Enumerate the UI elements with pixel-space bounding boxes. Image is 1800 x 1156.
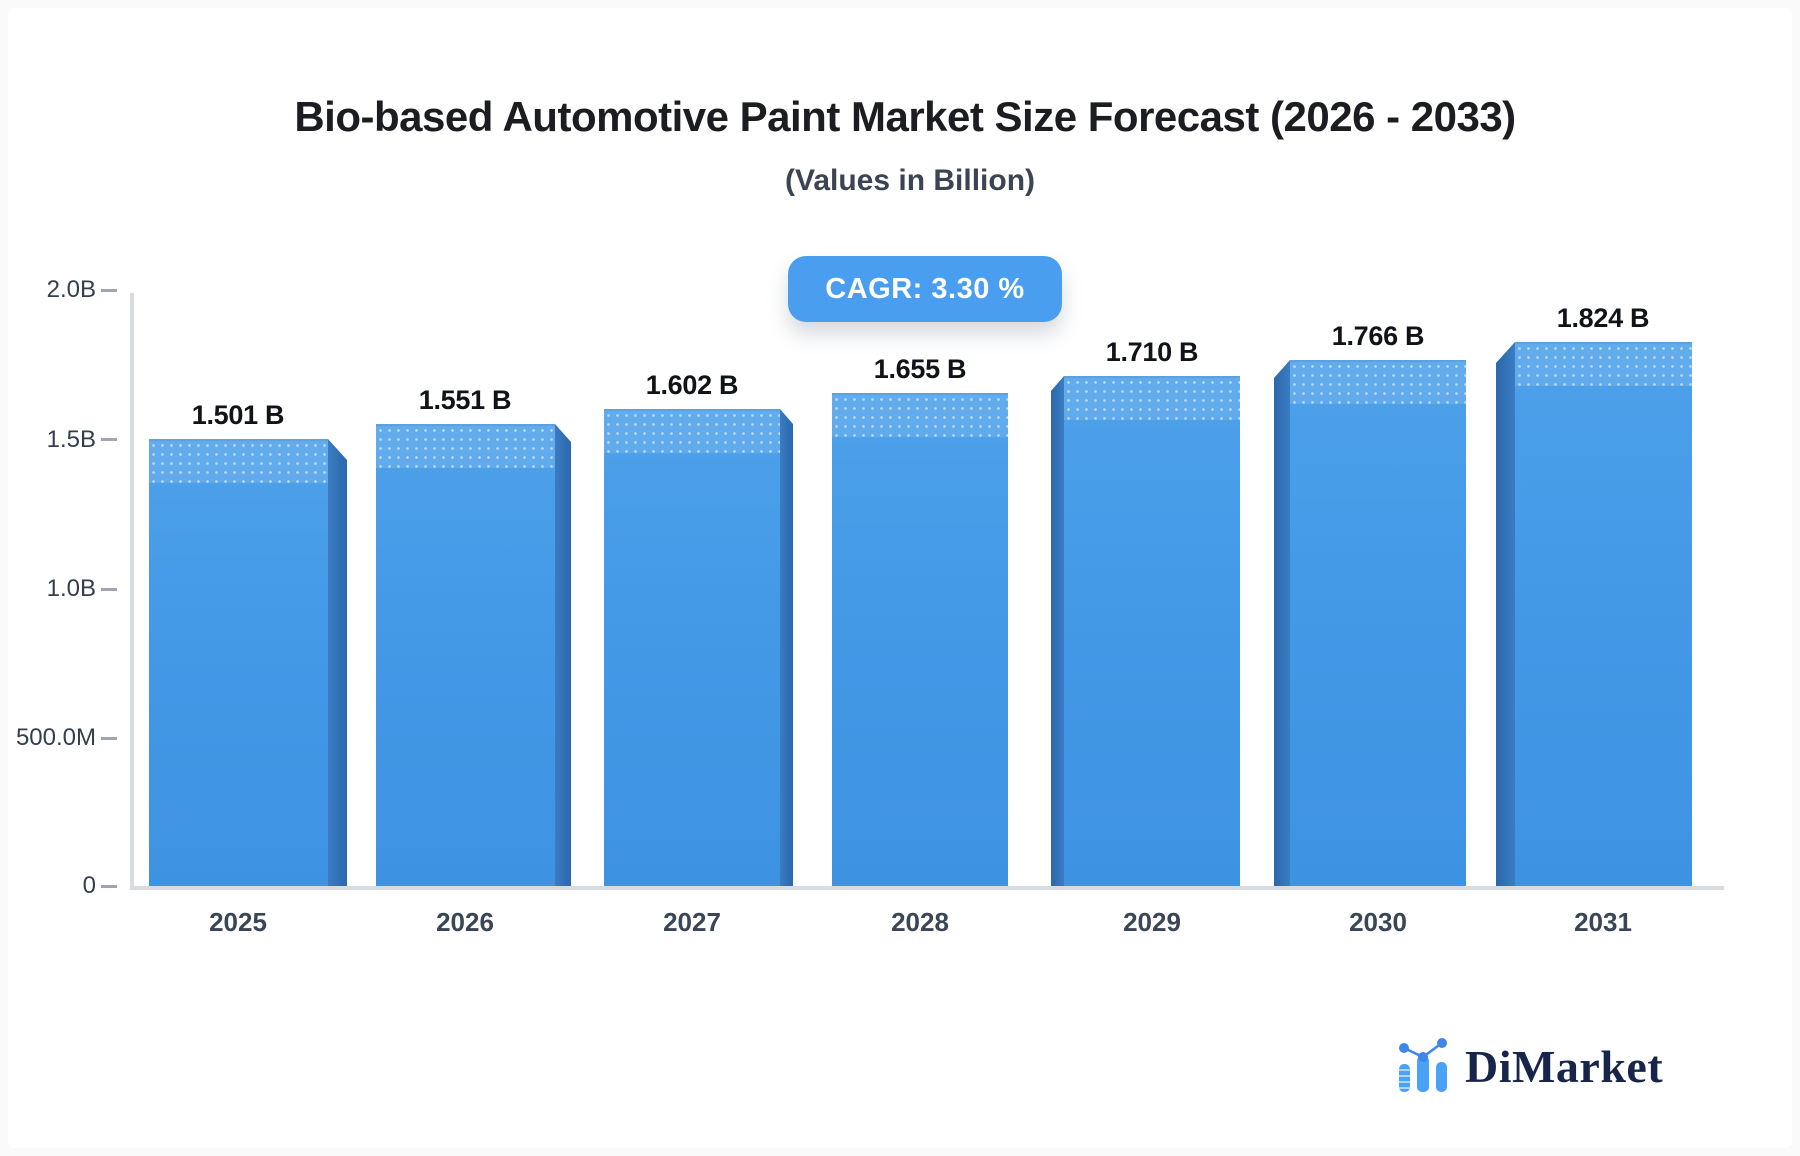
bar-2031[interactable] [1515,342,1692,886]
bar-cap-texture [604,409,780,453]
bar-2028[interactable] [832,393,1008,886]
bar-value-label: 1.551 B [418,385,512,415]
bar-value-label: 1.766 B [1331,321,1425,351]
bar-side-2025 [328,439,347,886]
y-tick-mark [101,737,117,740]
x-axis-label-2026: 2026 [436,907,494,937]
bar-2026[interactable] [376,424,555,886]
bar-value-label: 1.710 B [1105,337,1199,367]
x-axis-line [130,886,1724,890]
bar-side-2031 [1496,342,1515,886]
page-subtitle: (Values in Billion) [784,164,1036,197]
bar-cap-texture [1515,342,1692,386]
y-tick-mark [101,885,117,888]
bar-2027[interactable] [604,409,780,886]
bar-side-2026 [555,424,571,886]
bar-side-2030 [1274,360,1290,886]
page-title: Bio-based Automotive Paint Market Size F… [294,93,1516,140]
bar-value-label: 1.501 B [191,400,285,430]
bar-cap-texture [1064,376,1240,420]
bar-cap-texture [1290,360,1466,404]
x-axis-label-2030: 2030 [1349,907,1407,937]
brand-logo: DiMarket [1393,1036,1663,1096]
y-axis-line [130,293,134,890]
y-axis-label: 500.0M [15,724,96,751]
bar-side-2029 [1051,376,1064,886]
brand-name: DiMarket [1465,1040,1664,1092]
y-tick-mark [101,289,117,292]
x-axis-label-2028: 2028 [891,907,949,937]
bar-cap-texture [832,393,1008,437]
y-tick-mark [101,438,117,441]
bar-value-label: 1.824 B [1556,303,1650,333]
cagr-badge: CAGR: 3.30 % [788,256,1062,322]
bar-value-label: 1.655 B [873,354,967,384]
bar-cap-texture [149,439,328,483]
bar-cap-texture [376,424,555,468]
bar-2029[interactable] [1064,376,1240,886]
x-axis-label-2027: 2027 [663,907,721,937]
x-axis-label-2031: 2031 [1574,907,1632,937]
y-axis-label: 2.0B [46,276,96,303]
y-axis-label: 0 [82,872,96,899]
x-axis-label-2029: 2029 [1123,907,1181,937]
bar-2025[interactable] [149,439,328,886]
logo-chart-icon [1399,1038,1447,1092]
bar-value-label: 1.602 B [645,370,739,400]
cagr-badge-label: CAGR: 3.30 % [825,272,1025,305]
y-axis-label: 1.0B [46,575,96,602]
y-axis-label: 1.5B [46,426,96,453]
x-axis-label-2025: 2025 [209,907,267,937]
y-tick-mark [101,588,117,591]
bar-2030[interactable] [1290,360,1466,886]
bar-side-2027 [780,409,793,886]
